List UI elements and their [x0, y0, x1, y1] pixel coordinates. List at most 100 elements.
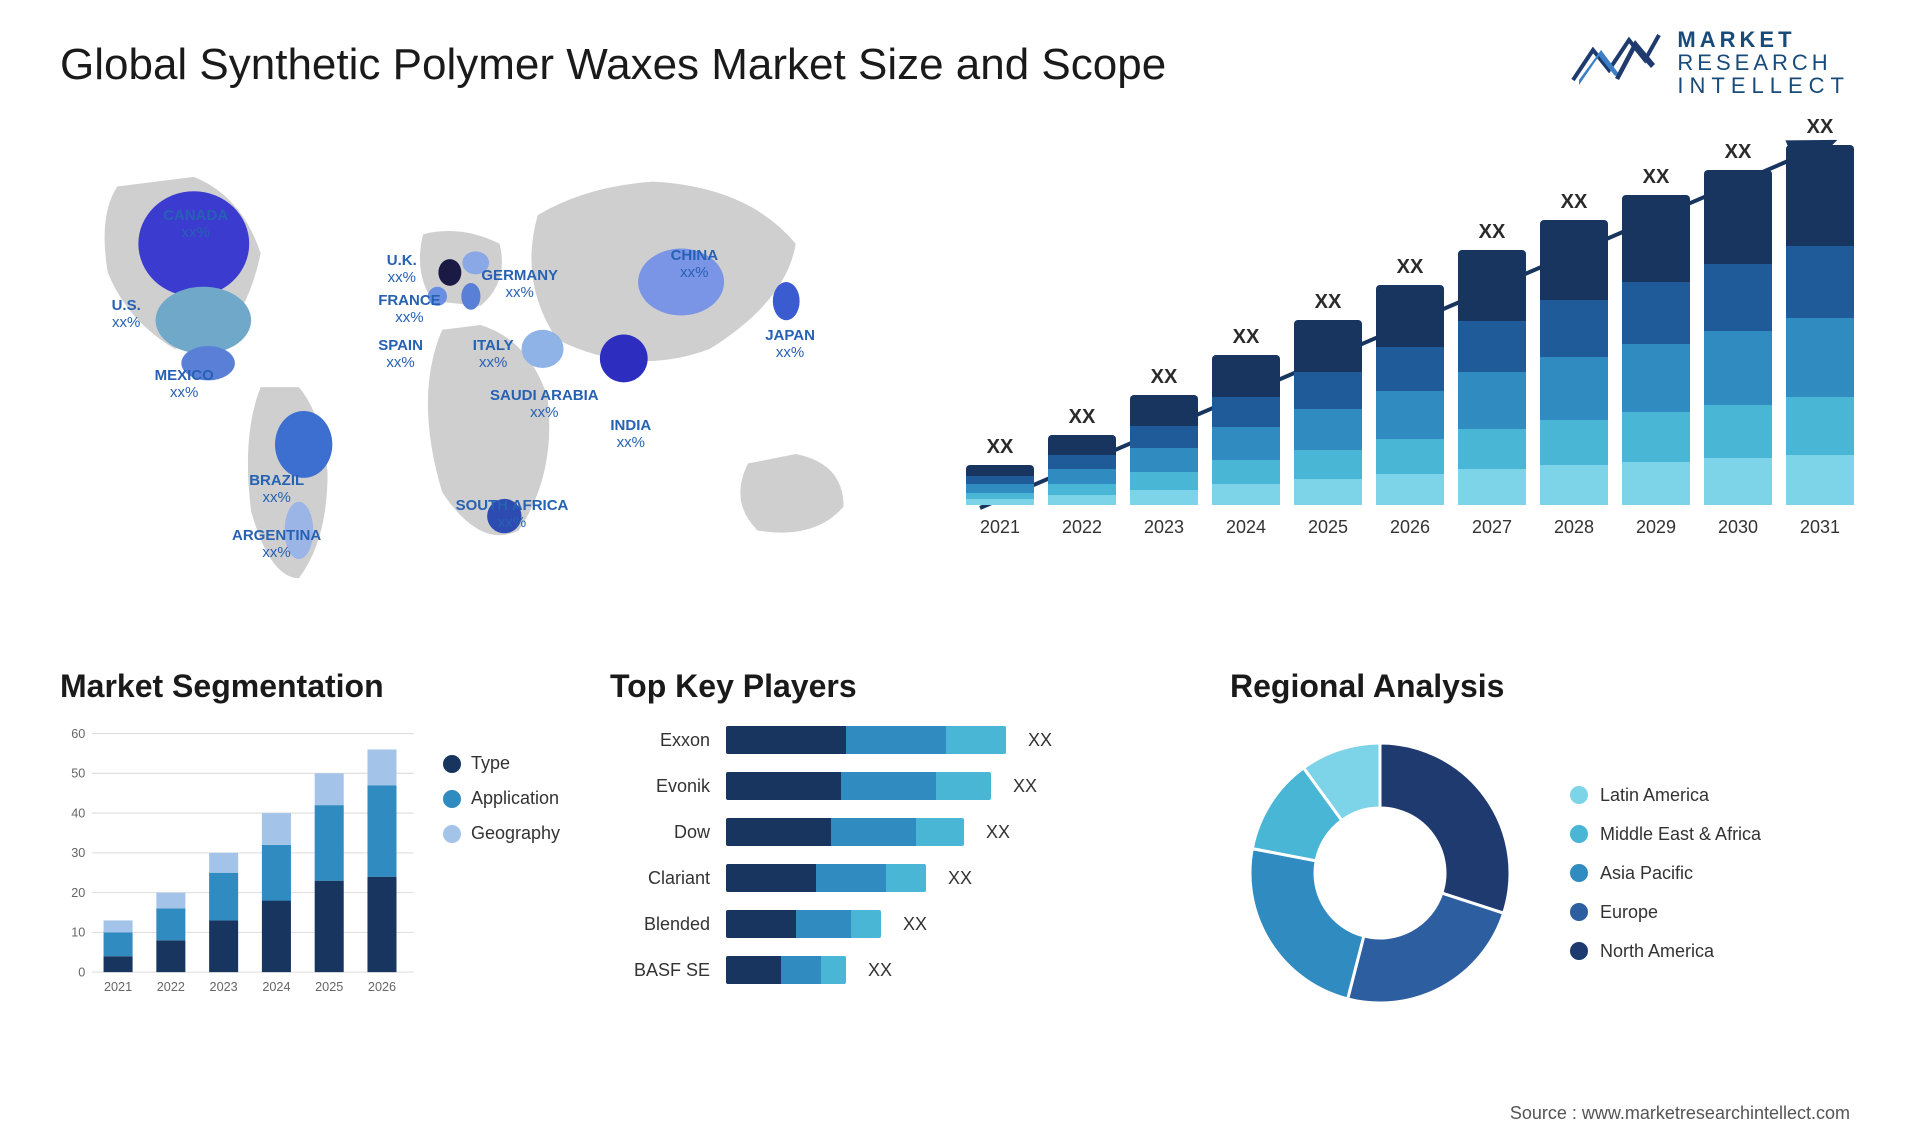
regional-section: Regional Analysis Latin AmericaMiddle Ea… — [1230, 668, 1860, 1068]
player-name: Clariant — [610, 868, 710, 889]
player-value: XX — [1028, 730, 1052, 751]
player-bar — [726, 772, 991, 800]
regional-legend-europe: Europe — [1570, 902, 1761, 923]
players-chart: ExxonXXEvonikXXDowXXClariantXXBlendedXXB… — [610, 723, 1180, 987]
regional-legend-middle-east-africa: Middle East & Africa — [1570, 824, 1761, 845]
growth-bar-value: XX — [1479, 221, 1506, 244]
player-name: Dow — [610, 822, 710, 843]
map-label-india: INDIAxx% — [610, 418, 651, 451]
growth-bar-value: XX — [1069, 406, 1096, 429]
growth-bar-year: 2025 — [1308, 517, 1348, 538]
player-value: XX — [868, 960, 892, 981]
growth-bar-value: XX — [1725, 141, 1752, 164]
map-label-u-k-: U.K.xx% — [387, 253, 417, 286]
growth-bar-value: XX — [987, 436, 1014, 459]
segmentation-legend: TypeApplicationGeography — [443, 723, 560, 997]
logo-text: MARKET RESEARCH INTELLECT — [1677, 28, 1850, 97]
map-label-u-s-: U.S.xx% — [112, 298, 141, 331]
svg-text:50: 50 — [71, 767, 85, 781]
seg-legend-geography: Geography — [443, 823, 560, 844]
growth-bar-2031: XX 2031 — [1786, 116, 1854, 538]
svg-text:10: 10 — [71, 926, 85, 940]
svg-text:30: 30 — [71, 846, 85, 860]
world-map: CANADAxx% U.S.xx% MEXICOxx% BRAZILxx% ARGENT… — [60, 118, 920, 618]
player-name: Blended — [610, 914, 710, 935]
growth-bar-2029: XX2029 — [1622, 166, 1690, 538]
svg-text:20: 20 — [71, 886, 85, 900]
map-label-china: CHINAxx% — [671, 248, 719, 281]
svg-text:2021: 2021 — [104, 980, 132, 994]
map-label-brazil: BRAZILxx% — [249, 473, 304, 506]
map-label-argentina: ARGENTINAxx% — [232, 528, 321, 561]
regional-legend-asia-pacific: Asia Pacific — [1570, 863, 1761, 884]
player-name: BASF SE — [610, 960, 710, 981]
player-bar — [726, 956, 846, 984]
player-value: XX — [986, 822, 1010, 843]
regional-legend-north-america: North America — [1570, 941, 1761, 962]
player-value: XX — [1013, 776, 1037, 797]
map-label-saudi-arabia: SAUDI ARABIAxx% — [490, 388, 599, 421]
player-row-clariant: Clariant XX — [610, 861, 1180, 895]
growth-bar-2021: XX 2021 — [966, 436, 1034, 538]
svg-text:2022: 2022 — [157, 980, 185, 994]
player-row-evonik: Evonik XX — [610, 769, 1180, 803]
regional-donut — [1230, 723, 1530, 1023]
growth-bar-year: 2024 — [1226, 517, 1266, 538]
player-bar — [726, 864, 926, 892]
logo-icon — [1571, 30, 1661, 95]
logo: MARKET RESEARCH INTELLECT — [1571, 28, 1850, 97]
map-label-south-africa: SOUTH AFRICAxx% — [456, 498, 569, 531]
svg-text:2025: 2025 — [315, 980, 343, 994]
growth-bar-2023: XX 2023 — [1130, 366, 1198, 538]
map-label-mexico: MEXICOxx% — [155, 368, 214, 401]
svg-text:2026: 2026 — [368, 980, 396, 994]
players-title: Top Key Players — [610, 668, 1180, 705]
growth-bar-value: XX — [1151, 366, 1178, 389]
growth-bar-year: 2021 — [980, 517, 1020, 538]
segmentation-chart: 0102030405060202120222023202420252026 — [60, 723, 419, 997]
map-label-france: FRANCExx% — [378, 293, 441, 326]
player-row-dow: Dow XX — [610, 815, 1180, 849]
player-row-basf-se: BASF SE XX — [610, 953, 1180, 987]
map-label-germany: GERMANYxx% — [481, 268, 558, 301]
player-name: Evonik — [610, 776, 710, 797]
growth-bar-year: 2031 — [1800, 517, 1840, 538]
growth-bar-value: XX — [1807, 116, 1834, 139]
segmentation-section: Market Segmentation 0 10 20 30 40 50 60 2021 202… — [60, 668, 560, 1068]
growth-bar-value: XX — [1561, 191, 1588, 214]
growth-bar-year: 2023 — [1144, 517, 1184, 538]
growth-bar-2028: XX 2028 — [1540, 191, 1608, 538]
svg-text:40: 40 — [71, 806, 85, 820]
growth-bar-value: XX — [1315, 291, 1342, 314]
growth-bar-2030: XX 2030 — [1704, 141, 1772, 538]
source-text: Source : www.marketresearchintellect.com — [1510, 1103, 1850, 1124]
svg-text:60: 60 — [71, 727, 85, 741]
growth-bar-year: 2022 — [1062, 517, 1102, 538]
growth-bar-year: 2026 — [1390, 517, 1430, 538]
player-name: Exxon — [610, 730, 710, 751]
player-bar — [726, 726, 1006, 754]
growth-bar-value: XX — [1397, 256, 1424, 279]
svg-text:2023: 2023 — [210, 980, 238, 994]
growth-bar-year: 2030 — [1718, 517, 1758, 538]
growth-bar-2026: XX 2026 — [1376, 256, 1444, 538]
growth-chart: XX2021XX2022XX2023XX2024XX2025XX2026XX20… — [960, 118, 1860, 618]
growth-bar-year: 2028 — [1554, 517, 1594, 538]
regional-legend-latin-america: Latin America — [1570, 785, 1761, 806]
player-row-blended: Blended XX — [610, 907, 1180, 941]
map-label-italy: ITALYxx% — [473, 338, 514, 371]
svg-text:0: 0 — [78, 965, 85, 979]
growth-bar-value: XX — [1643, 166, 1670, 189]
growth-bar-2027: XX 2027 — [1458, 221, 1526, 538]
map-label-spain: SPAINxx% — [378, 338, 423, 371]
growth-bar-2025: XX 2025 — [1294, 291, 1362, 538]
seg-legend-type: Type — [443, 753, 560, 774]
growth-bar-year: 2027 — [1472, 517, 1512, 538]
player-bar — [726, 818, 964, 846]
map-label-canada: CANADAxx% — [163, 208, 228, 241]
growth-bar-2024: XX2024 — [1212, 326, 1280, 538]
segmentation-title: Market Segmentation — [60, 668, 560, 705]
players-section: Top Key Players ExxonXXEvonikXXDowXXClar… — [610, 668, 1180, 1068]
player-value: XX — [903, 914, 927, 935]
player-value: XX — [948, 868, 972, 889]
